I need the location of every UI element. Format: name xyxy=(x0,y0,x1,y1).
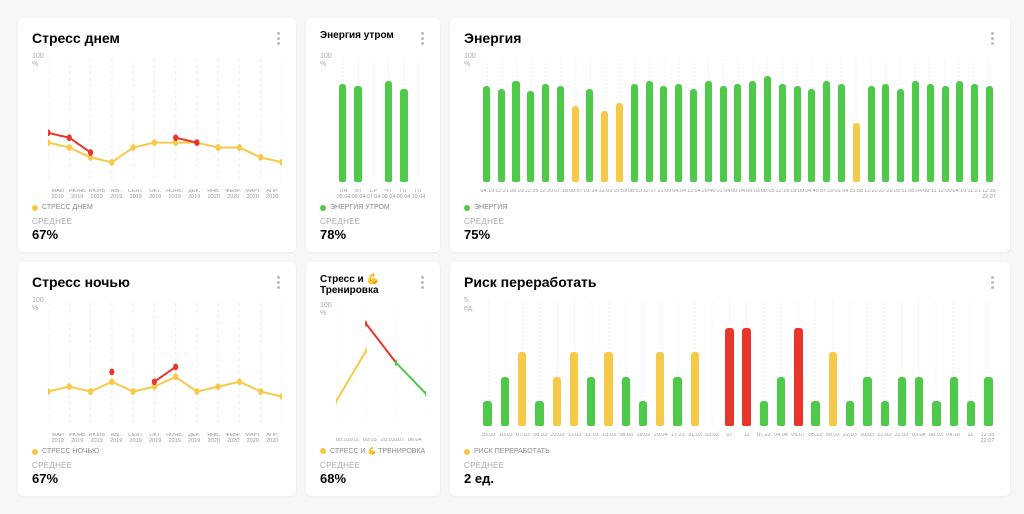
legend: ЭНЕРГИЯ УТРОМ xyxy=(320,204,426,211)
legend-label: ЭНЕРГИЯ УТРОМ xyxy=(330,204,390,211)
avg-value: 68% xyxy=(320,471,426,486)
legend-dot-icon xyxy=(32,449,38,455)
card-title: Стресс и 💪 Тренировка xyxy=(320,274,419,296)
y-axis-label: 5ед. xyxy=(464,297,474,312)
menu-icon[interactable] xyxy=(275,274,282,291)
chart-area: 100% МАЙ 2019ИЮНЬ 2019ИЮЛЬ 2019АВГ. 2019С… xyxy=(32,297,282,444)
plot xyxy=(336,59,426,182)
legend-dot-icon xyxy=(320,448,326,454)
avg-label: СРЕДНЕЕ xyxy=(32,461,282,470)
avg-value: 75% xyxy=(464,227,996,242)
legend-label: СТРЕСС И 💪 ТРЕНИРОВКА xyxy=(330,447,425,455)
card-title: Риск переработать xyxy=(464,274,597,290)
chart-area: 5ед. 05.0310.0307.0308.0323.0311.0312.031… xyxy=(464,297,996,444)
avg-value: 67% xyxy=(32,471,282,486)
plot xyxy=(480,303,996,426)
y-axis-label: 100% xyxy=(320,53,332,68)
avg-label: СРЕДНЕЕ xyxy=(320,461,426,470)
card-title: Энергия утром xyxy=(320,30,394,41)
dashboard-grid: Стресс днем 100% МАЙ 2019ИЮНЬ 2019ИЮЛЬ 201… xyxy=(18,18,1006,496)
x-axis-labels: ПН 05.04ВТ 06.04СР 07.04ЧТ 08.04ПТ 09.04… xyxy=(336,189,426,200)
plot xyxy=(48,303,282,426)
plot xyxy=(48,59,282,182)
legend-label: РИСК ПЕРЕРАБОТАТЬ xyxy=(474,448,550,455)
legend-dot-icon xyxy=(32,205,38,211)
x-axis-labels: 05.0310.0307.0308.0323.0311.0312.0313.03… xyxy=(480,433,996,444)
chart-area: 100% МАЙ 2019ИЮНЬ 2019ИЮЛЬ 2019АВГ. 2019С… xyxy=(32,53,282,200)
legend-dot-icon xyxy=(320,205,326,211)
x-axis-labels: 04.1912:2109.0312:3512:2007:1808:5701:34… xyxy=(480,189,996,200)
avg-label: СРЕДНЕЕ xyxy=(32,217,282,226)
y-axis-label: 100% xyxy=(464,53,476,68)
menu-icon[interactable] xyxy=(275,30,282,47)
chart-area: 100% ПН 05.04ВТ 06.04СР 07.04ЧТ 08.04ПТ 0… xyxy=(320,53,426,200)
y-axis-label: 100% xyxy=(320,302,332,317)
card-energy-morning: Энергия утром 100% ПН 05.04ВТ 06.04СР 07.0… xyxy=(306,18,440,252)
y-axis-label: 100% xyxy=(32,297,44,312)
avg-label: СРЕДНЕЕ xyxy=(464,461,996,470)
card-title: Стресс ночью xyxy=(32,274,130,290)
legend: СТРЕСС ДНЕМ xyxy=(32,204,282,211)
avg-value: 78% xyxy=(320,227,426,242)
avg-label: СРЕДНЕЕ xyxy=(464,217,996,226)
chart-area: 100% 04.1912:2109.0312:3512:2007:1808:570… xyxy=(464,53,996,200)
x-axis-labels: МАЙ 2019ИЮНЬ 2019ИЮЛЬ 2019АВГ. 2019СЕНТ.… xyxy=(48,433,282,444)
x-axis-labels: МАЙ 2019ИЮНЬ 2019ИЮЛЬ 2019АВГ. 2019СЕНТ.… xyxy=(48,189,282,200)
legend-dot-icon xyxy=(464,205,470,211)
plot xyxy=(480,59,996,182)
legend-label: ЭНЕРГИЯ xyxy=(474,204,507,211)
legend: СТРЕСС НОЧЬЮ xyxy=(32,448,282,455)
x-axis-labels: 05.029.0309.0325.0310.0306.04 xyxy=(336,438,426,444)
plot xyxy=(336,308,426,425)
y-axis-label: 100% xyxy=(32,53,44,68)
card-stress-training: Стресс и 💪 Тренировка 100% 05.029.0309.032… xyxy=(306,262,440,496)
card-risk: Риск переработать 5ед. 05.0310.0307.0308.0… xyxy=(450,262,1010,496)
legend-label: СТРЕСС НОЧЬЮ xyxy=(42,448,99,455)
chart-area: 100% 05.029.0309.0325.0310.0306.04 xyxy=(320,302,426,443)
legend: СТРЕСС И 💪 ТРЕНИРОВКА xyxy=(320,447,426,455)
menu-icon[interactable] xyxy=(989,30,996,47)
card-stress-night: Стресс ночью 100% МАЙ 2019ИЮНЬ 2019ИЮЛЬ 20… xyxy=(18,262,296,496)
avg-label: СРЕДНЕЕ xyxy=(320,217,426,226)
card-title: Стресс днем xyxy=(32,30,120,46)
card-energy: Энергия 100% 04.1912:2109.0312:3512:2007:1… xyxy=(450,18,1010,252)
menu-icon[interactable] xyxy=(419,274,426,291)
legend: РИСК ПЕРЕРАБОТАТЬ xyxy=(464,448,996,455)
card-stress-day: Стресс днем 100% МАЙ 2019ИЮНЬ 2019ИЮЛЬ 201… xyxy=(18,18,296,252)
menu-icon[interactable] xyxy=(989,274,996,291)
card-title: Энергия xyxy=(464,30,521,46)
legend: ЭНЕРГИЯ xyxy=(464,204,996,211)
legend-label: СТРЕСС ДНЕМ xyxy=(42,204,93,211)
avg-value: 67% xyxy=(32,227,282,242)
avg-value: 2 ед. xyxy=(464,471,996,486)
legend-dot-icon xyxy=(464,449,470,455)
menu-icon[interactable] xyxy=(419,30,426,47)
